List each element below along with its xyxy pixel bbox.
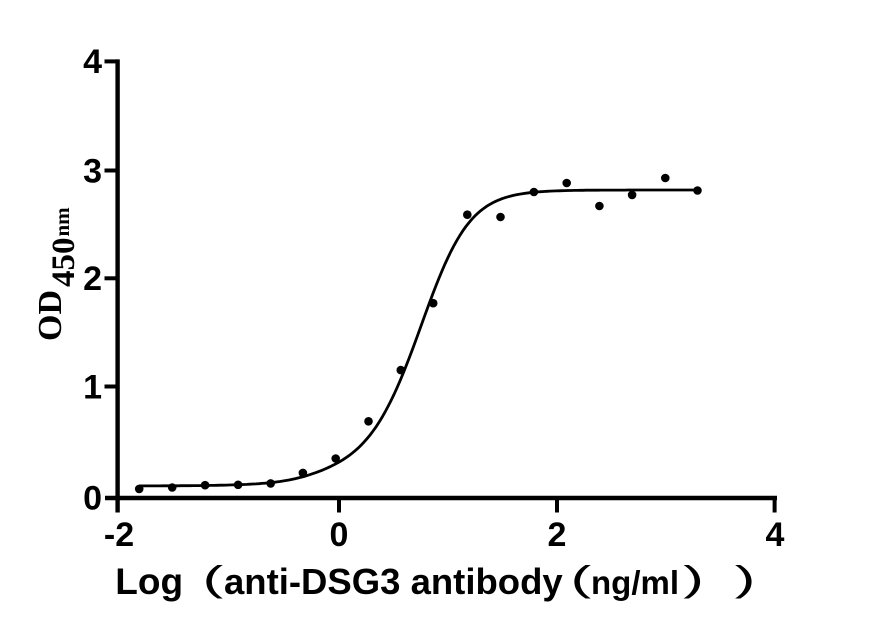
svg-text:2: 2 bbox=[83, 260, 102, 298]
svg-text:1: 1 bbox=[83, 368, 102, 406]
svg-text:0: 0 bbox=[83, 480, 102, 518]
svg-text:(: ( bbox=[571, 558, 592, 599]
svg-text:2: 2 bbox=[548, 516, 567, 554]
svg-text:-2: -2 bbox=[104, 516, 134, 554]
svg-text:): ) bbox=[735, 558, 756, 599]
svg-text:3: 3 bbox=[83, 152, 102, 190]
svg-text:anti-DSG3 antibody: anti-DSG3 antibody bbox=[224, 561, 563, 602]
svg-text:(: ( bbox=[203, 558, 224, 599]
svg-text:0: 0 bbox=[330, 516, 349, 554]
svg-text:4: 4 bbox=[766, 516, 785, 554]
svg-text:ng/ml: ng/ml bbox=[591, 564, 679, 601]
svg-text:Log: Log bbox=[115, 561, 183, 602]
svg-text:): ) bbox=[683, 558, 704, 599]
svg-text:4: 4 bbox=[83, 43, 102, 81]
